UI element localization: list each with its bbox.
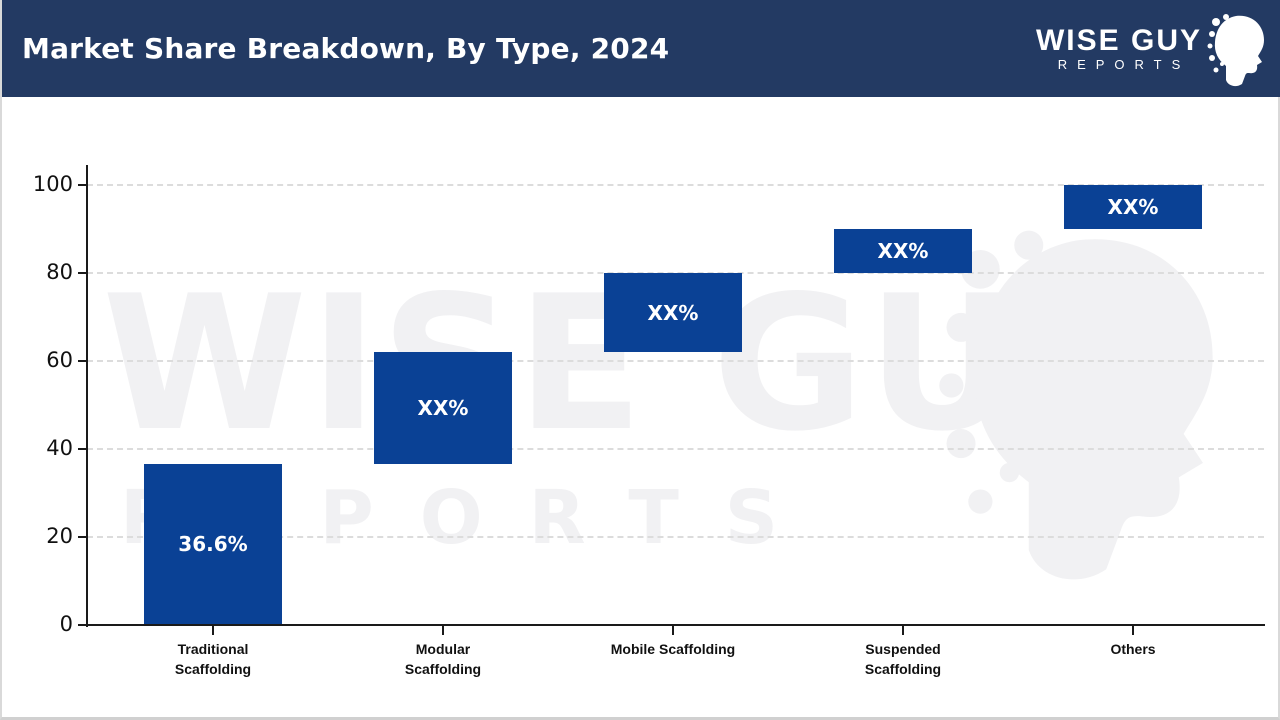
x-axis-category-label: Traditional Scaffolding [174,641,252,678]
y-axis-tick-label: 40 [46,436,73,460]
x-axis-category-label: Modular Scaffolding [404,641,482,678]
y-axis-tick-label: 100 [32,172,73,196]
bar: XX% [604,273,742,353]
x-axis-category-label: Suspended Scaffolding [864,641,942,678]
bar-value-label: XX% [1107,195,1159,219]
y-axis-tick-label: 20 [46,524,73,548]
brand-name: WISE GUY [1035,24,1202,58]
y-axis-line [86,165,88,627]
y-axis-tick-label: 60 [46,348,73,372]
gridline [87,448,1264,450]
header-bar: Market Share Breakdown, By Type, 2024 WI… [2,0,1280,97]
page-title: Market Share Breakdown, By Type, 2024 [22,32,670,65]
y-axis-tick-label: 0 [59,612,73,636]
bar: XX% [1064,185,1202,229]
bar: XX% [374,352,512,464]
gridline [87,360,1264,362]
brand-logo-text: WISE GUY REPORTS [1036,25,1202,72]
x-axis-tick [672,626,674,635]
bar-value-label: 36.6% [178,532,248,557]
gridline [87,184,1264,186]
x-axis-line [86,624,1265,626]
x-axis-tick [1132,626,1134,635]
gridline [87,536,1264,538]
y-axis-tick-label: 80 [46,260,73,284]
x-axis-category-label: Others [1110,641,1156,657]
y-axis-tick [78,624,87,626]
x-axis-category-label: Mobile Scaffolding [610,641,736,657]
bar: XX% [834,229,972,273]
bar-value-label: XX% [417,396,469,421]
brand-head-icon [1207,13,1264,86]
y-axis-tick [78,536,87,538]
x-axis-tick [212,626,214,635]
y-axis-tick [78,360,87,362]
brand-logo: WISE GUY REPORTS [1036,10,1268,88]
y-axis-tick [78,448,87,450]
y-axis-tick [78,272,87,274]
bar: 36.6% [144,463,282,625]
brand-subtitle: REPORTS [1057,56,1191,72]
x-axis-tick [442,626,444,635]
y-axis-tick [78,184,87,186]
x-axis-tick [902,626,904,635]
bar-value-label: XX% [647,300,699,325]
bar-value-label: XX% [877,239,929,263]
